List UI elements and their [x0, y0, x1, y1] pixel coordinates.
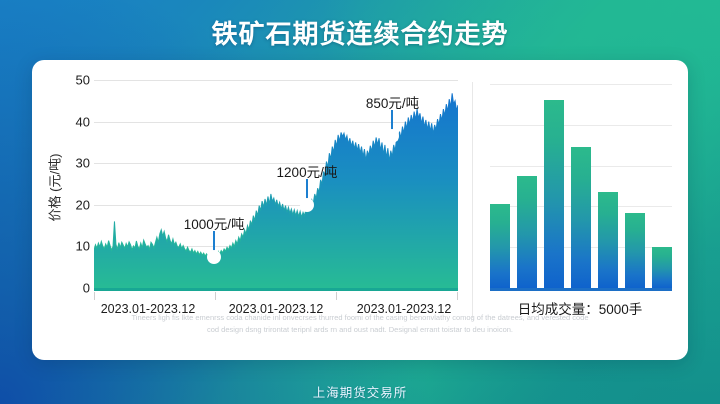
chart-row: 价格 (元/吨) 50 40 30 20 10 0 2023.01-2023.12 2023…	[32, 60, 688, 360]
bar-gridline	[490, 124, 672, 126]
volume-bar-chart: 日均成交量：5000手	[472, 60, 688, 360]
bar-gridline	[490, 84, 672, 85]
bar-baseline	[490, 288, 672, 291]
bar-6	[625, 212, 645, 288]
annotation-label-0: 1000元/吨	[183, 216, 245, 232]
y-tick-30: 30	[75, 155, 90, 171]
panel-divider	[472, 82, 473, 318]
chart-card: 价格 (元/吨) 50 40 30 20 10 0 2023.01-2023.12 2023…	[32, 60, 688, 360]
annotation-marker-2	[385, 129, 400, 144]
bar-chart-caption: 日均成交量：5000手	[517, 302, 643, 317]
x-axis-line	[94, 288, 458, 291]
footnote-line-1: Tineers ligh fis lkte emenrss coda chani…	[131, 313, 589, 322]
price-area-chart: 价格 (元/吨) 50 40 30 20 10 0 2023.01-2023.12 2023…	[32, 60, 472, 360]
y-tick-40: 40	[75, 114, 90, 130]
page-title: 铁矿石期货连续合约走势	[211, 19, 509, 49]
gridline	[94, 163, 458, 165]
bar-1	[490, 204, 510, 288]
annotation-label-1: 1200元/吨	[276, 164, 338, 180]
bar-4	[571, 147, 591, 288]
gridline	[94, 121, 458, 123]
bar-series	[490, 84, 672, 288]
x-tick-label-0: 2023.01-2023.12	[100, 302, 196, 316]
source-attribution: 上海期货交易所	[312, 386, 408, 400]
y-tick-0: 0	[82, 280, 90, 296]
gridline	[94, 80, 458, 81]
x-tick-label-1: 2023.01-2023.12	[228, 302, 324, 316]
annotation-marker-0	[207, 249, 222, 264]
annotation-marker-1	[299, 197, 314, 212]
x-tick-label-2: 2023.01-2023.12	[356, 302, 452, 316]
footnote-line-2: cod design dsng trirontat teripnl ards r…	[206, 324, 513, 334]
annotation-label-2: 850元/吨	[365, 96, 420, 112]
bar-2	[517, 175, 537, 288]
x-tick-mark	[215, 292, 216, 300]
annotation-stem-0	[213, 230, 216, 251]
annotation-stem-2	[391, 110, 394, 131]
bar-5	[598, 192, 618, 288]
y-tick-20: 20	[75, 197, 90, 213]
x-tick-mark	[457, 292, 458, 300]
annotation-stem-1	[305, 178, 308, 199]
y-tick-10: 10	[75, 238, 90, 254]
bar-7	[652, 247, 672, 288]
footnote-text: Tineers ligh fis lkte emenrss coda chani…	[72, 312, 648, 335]
y-tick-50: 50	[75, 72, 90, 88]
x-tick-mark	[94, 292, 95, 300]
y-axis-ticks: 50 40 30 20 10 0	[56, 73, 90, 296]
bar-plot-area	[490, 84, 672, 288]
area-fill	[94, 93, 458, 288]
x-tick-mark	[336, 292, 337, 300]
bar-3	[544, 100, 564, 288]
x-axis-labels: 2023.01-2023.12 2023.01-2023.12 2023.01-20…	[84, 302, 468, 316]
x-axis-tick-marks	[94, 292, 458, 300]
